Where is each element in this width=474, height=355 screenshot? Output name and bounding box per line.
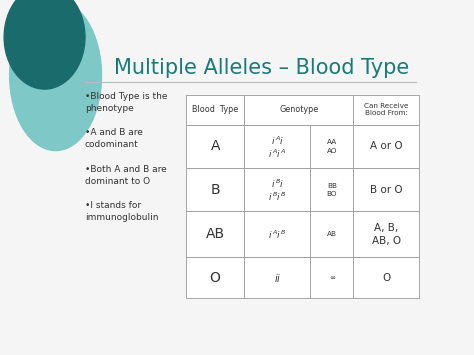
Bar [244,212,310,257]
Text: AA
AO: AA AO [327,139,337,154]
Bar [186,94,244,125]
Bar [244,168,310,212]
Bar [244,94,354,125]
Bar [354,94,419,125]
Text: AB: AB [327,231,337,237]
Bar [244,125,310,168]
Text: A, B,
AB, O: A, B, AB, O [372,223,401,246]
Text: $i^{\,B}i$: $i^{\,B}i$ [271,178,284,190]
Text: B: B [210,183,220,197]
Bar [310,168,354,212]
Text: Can Receive
Blood From:: Can Receive Blood From: [364,103,409,116]
Text: $i^{\,A}i$: $i^{\,A}i$ [271,135,284,147]
Text: $i^{\,A}i^{\,B}$: $i^{\,A}i^{\,B}$ [268,228,287,241]
Text: A: A [210,140,220,153]
Bar [310,212,354,257]
Bar [244,257,310,298]
Text: ∞: ∞ [329,275,335,281]
Bar [354,257,419,298]
Text: Blood  Type: Blood Type [192,105,238,114]
Text: $ii$: $ii$ [273,272,281,284]
Text: O: O [210,271,220,285]
Bar [354,168,419,212]
Bar [186,212,244,257]
Text: BB
BO: BB BO [327,182,337,197]
Text: Genotype: Genotype [279,105,319,114]
Bar [186,168,244,212]
Text: B or O: B or O [370,185,402,195]
Bar [354,212,419,257]
Text: O: O [382,273,391,283]
Text: $i^{\,B}i^{\,B}$: $i^{\,B}i^{\,B}$ [268,191,287,203]
Text: A or O: A or O [370,141,402,152]
Text: Multiple Alleles – Blood Type: Multiple Alleles – Blood Type [114,58,409,78]
Bar [310,257,354,298]
Text: $i^{\,A}i^{\,A}$: $i^{\,A}i^{\,A}$ [268,147,287,159]
Bar [186,257,244,298]
Bar [310,125,354,168]
Bar [354,125,419,168]
Text: AB: AB [206,228,225,241]
Bar [186,125,244,168]
Ellipse shape [9,0,101,151]
Text: •Blood Type is the
phenotype

•A and B are
codominant

•Both A and B are
dominan: •Blood Type is the phenotype •A and B ar… [85,92,167,222]
Ellipse shape [4,0,85,89]
